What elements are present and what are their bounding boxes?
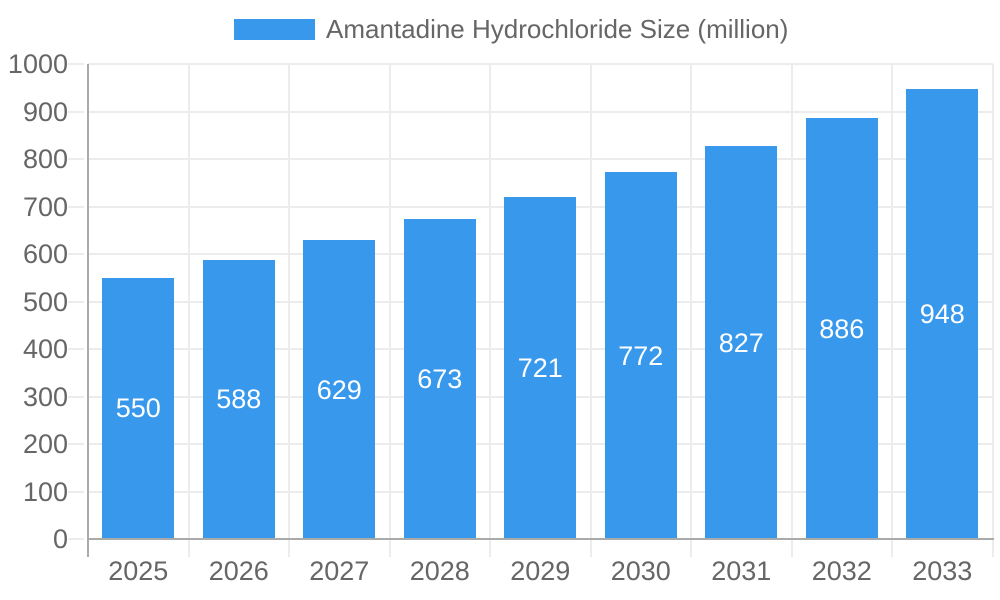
x-tick-mark (87, 539, 89, 557)
x-tick-mark (489, 539, 491, 557)
bar-2029[interactable] (504, 196, 577, 539)
v-gridline (891, 64, 893, 539)
y-tick-mark (68, 538, 84, 540)
bar-value-2026: 588 (216, 384, 262, 415)
x-tick-mark (187, 539, 190, 557)
y-axis-label: 600 (22, 239, 68, 269)
v-gridline (589, 64, 592, 539)
legend-item[interactable]: Amantadine Hydrochloride Size (million) (234, 14, 788, 44)
legend-label: Amantadine Hydrochloride Size (million) (326, 14, 789, 44)
bar-value-2028: 673 (417, 364, 463, 395)
bar-value-2031: 827 (718, 327, 764, 358)
x-axis-label: 2028 (409, 556, 470, 586)
v-gridline (690, 64, 692, 539)
x-tick-mark (589, 539, 592, 557)
bar-2026[interactable] (202, 259, 275, 539)
y-tick-mark (68, 63, 84, 65)
y-axis-label: 1000 (7, 49, 68, 79)
x-tick-mark (288, 539, 290, 557)
bar-2025[interactable] (102, 277, 175, 539)
x-tick-mark (690, 539, 692, 557)
x-axis-label: 2031 (711, 556, 772, 586)
h-gridline (88, 63, 993, 65)
y-axis-label: 800 (22, 144, 68, 174)
bar-2030[interactable] (604, 172, 677, 539)
y-tick-mark (68, 110, 84, 113)
y-tick-mark (68, 300, 84, 303)
x-axis-label: 2025 (108, 556, 169, 586)
v-gridline (790, 64, 793, 539)
y-tick-mark (68, 443, 84, 445)
bar-2033[interactable] (906, 88, 979, 539)
h-gridline (88, 158, 993, 160)
y-axis-label: 700 (22, 191, 68, 222)
x-tick-mark (388, 539, 391, 557)
v-gridline (991, 64, 994, 539)
bar-2027[interactable] (303, 240, 376, 539)
y-axis-label: 900 (22, 96, 68, 127)
y-axis-label: 100 (22, 476, 68, 507)
x-axis-label: 2033 (912, 556, 973, 586)
y-tick-mark (68, 348, 84, 350)
bar-value-2033: 948 (919, 298, 965, 329)
y-axis-label: 200 (22, 429, 68, 459)
y-tick-mark (68, 395, 84, 398)
x-axis-label: 2029 (510, 556, 571, 586)
y-tick-mark (68, 205, 84, 208)
legend-swatch (234, 18, 315, 40)
bar-value-2025: 550 (115, 393, 161, 424)
bar-value-2029: 721 (517, 352, 563, 383)
x-axis-label: 2026 (208, 556, 269, 586)
bar-value-2027: 629 (316, 374, 362, 405)
x-tick-mark (891, 539, 893, 557)
y-axis-label: 300 (22, 381, 68, 412)
v-gridline (388, 64, 391, 539)
v-gridline (288, 64, 290, 539)
y-tick-mark (68, 490, 84, 493)
y-axis-label: 400 (22, 334, 68, 364)
y-axis-line (87, 64, 89, 539)
bar-2032[interactable] (805, 118, 878, 539)
v-gridline (489, 64, 491, 539)
x-axis-label: 2030 (610, 556, 671, 586)
x-tick-mark (790, 539, 793, 557)
bar-value-2030: 772 (618, 340, 664, 371)
bar-value-2032: 886 (819, 313, 865, 344)
x-axis-label: 2027 (309, 556, 370, 586)
v-gridline (187, 64, 190, 539)
bar-2028[interactable] (403, 219, 476, 539)
y-tick-mark (68, 158, 84, 160)
bar-2031[interactable] (705, 146, 778, 539)
y-axis-label: 0 (52, 524, 68, 554)
x-axis-label: 2032 (811, 556, 872, 586)
h-gridline (88, 110, 993, 113)
y-axis-label: 500 (22, 286, 68, 317)
x-tick-mark (991, 539, 994, 557)
y-tick-mark (68, 253, 84, 255)
x-axis-line (87, 538, 994, 540)
